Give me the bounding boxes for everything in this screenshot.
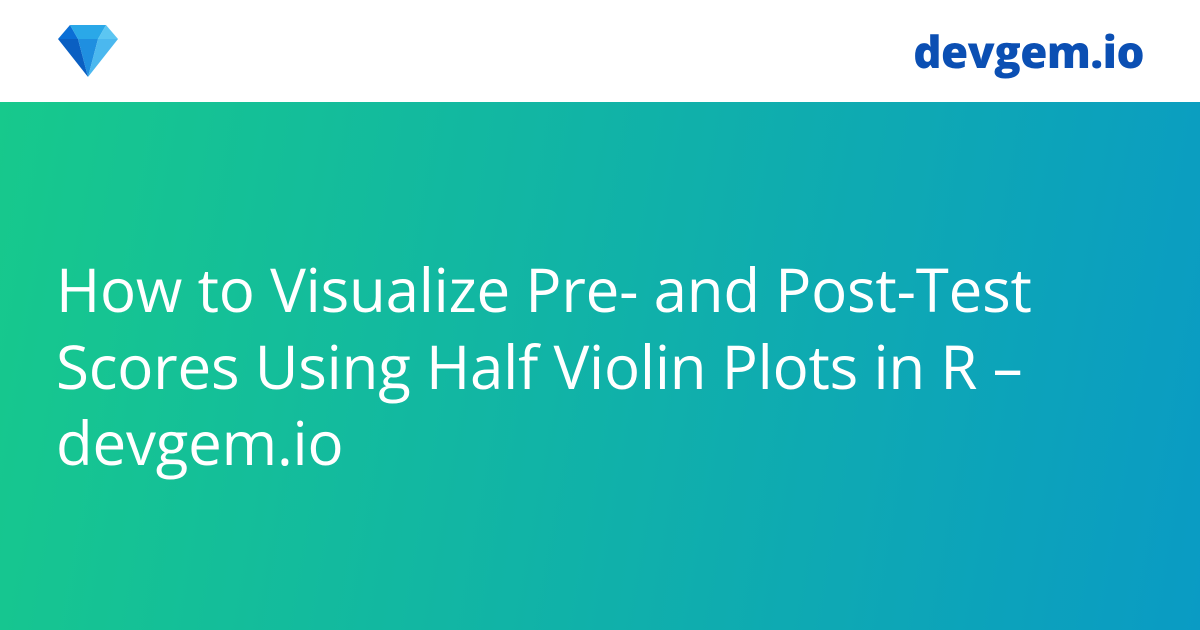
gem-icon: [56, 19, 120, 83]
brand-wordmark: devgem.io: [913, 21, 1144, 81]
page-title: How to Visualize Pre- and Post-Test Scor…: [56, 251, 1106, 481]
header-bar: devgem.io: [0, 0, 1200, 102]
hero-panel: How to Visualize Pre- and Post-Test Scor…: [0, 102, 1200, 630]
